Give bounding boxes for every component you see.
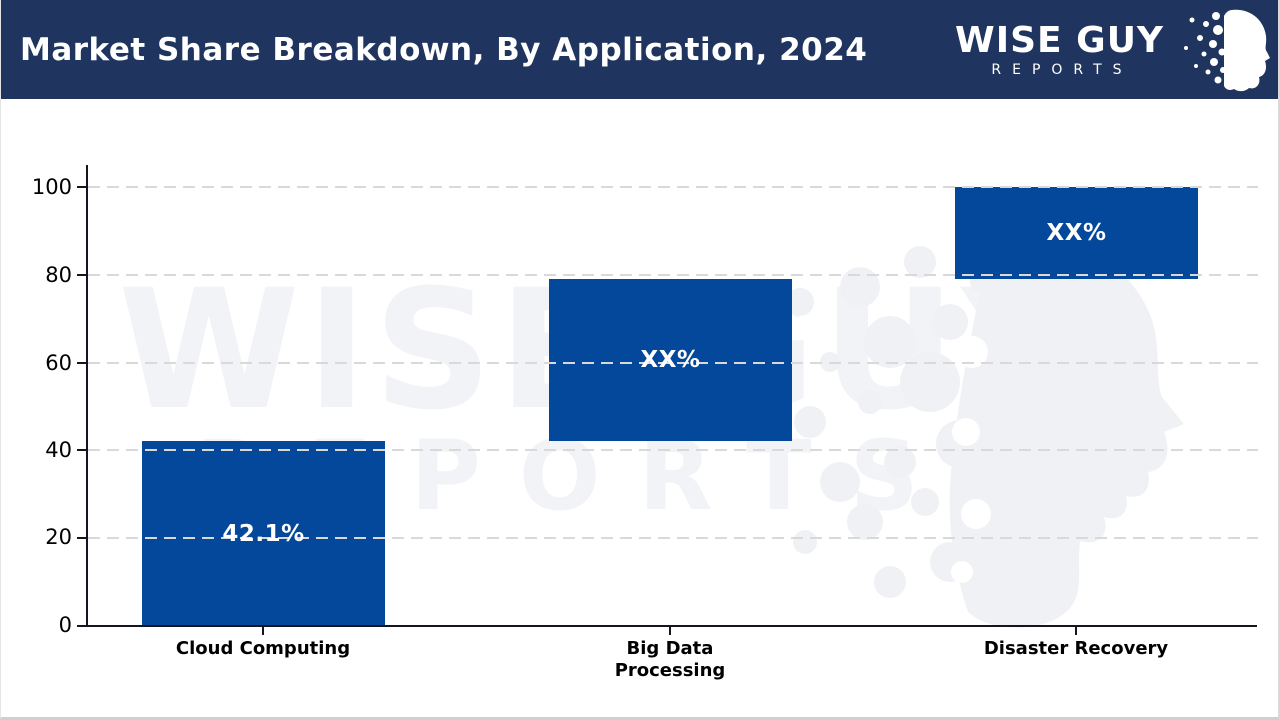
y-tick-label: 80 (45, 263, 72, 287)
x-tick-mark (1075, 627, 1077, 635)
bar-cloud-computing: 42.1% (142, 441, 385, 626)
y-tick-mark (77, 362, 86, 364)
x-tick-mark (262, 627, 264, 635)
wise-guy-logo: WISE GUY REPORTS (955, 8, 1270, 92)
y-tick-label: 100 (31, 175, 72, 199)
y-tick-mark (77, 449, 86, 451)
x-tick-label-disaster-recovery: Disaster Recovery (983, 638, 1169, 659)
y-tick-mark (77, 537, 86, 539)
watermark-face-icon (786, 233, 1184, 628)
x-tick-label-big-data-processing: Big Data Processing (614, 638, 726, 681)
y-tick-label: 20 (45, 525, 72, 549)
y-tick-label: 60 (45, 351, 72, 375)
y-axis-line (86, 165, 88, 627)
y-tick-label: 40 (45, 438, 72, 462)
x-axis-line (86, 625, 1257, 627)
logo-face-icon (1184, 9, 1270, 92)
logo-subtext: REPORTS (991, 62, 1133, 79)
chart-title: Market Share Breakdown, By Application, … (20, 31, 868, 68)
y-tick-mark (77, 274, 86, 276)
bar-value-label: XX% (1046, 220, 1107, 247)
logo-wordmark: WISE GUY (954, 19, 1164, 61)
y-tick-mark (77, 625, 86, 627)
logo-text: WISE GUY REPORTS (954, 19, 1164, 79)
bar-disaster-recovery: XX% (955, 187, 1198, 280)
bar-value-label: XX% (640, 347, 701, 374)
x-tick-label-cloud-computing: Cloud Computing (175, 638, 351, 659)
bar-value-label: 42.1% (222, 520, 305, 547)
y-tick-label: 0 (58, 613, 72, 637)
x-tick-mark (669, 627, 671, 635)
y-tick-mark (77, 186, 86, 188)
bar-big-data-processing: XX% (549, 279, 792, 442)
header-banner: Market Share Breakdown, By Application, … (0, 0, 1280, 99)
